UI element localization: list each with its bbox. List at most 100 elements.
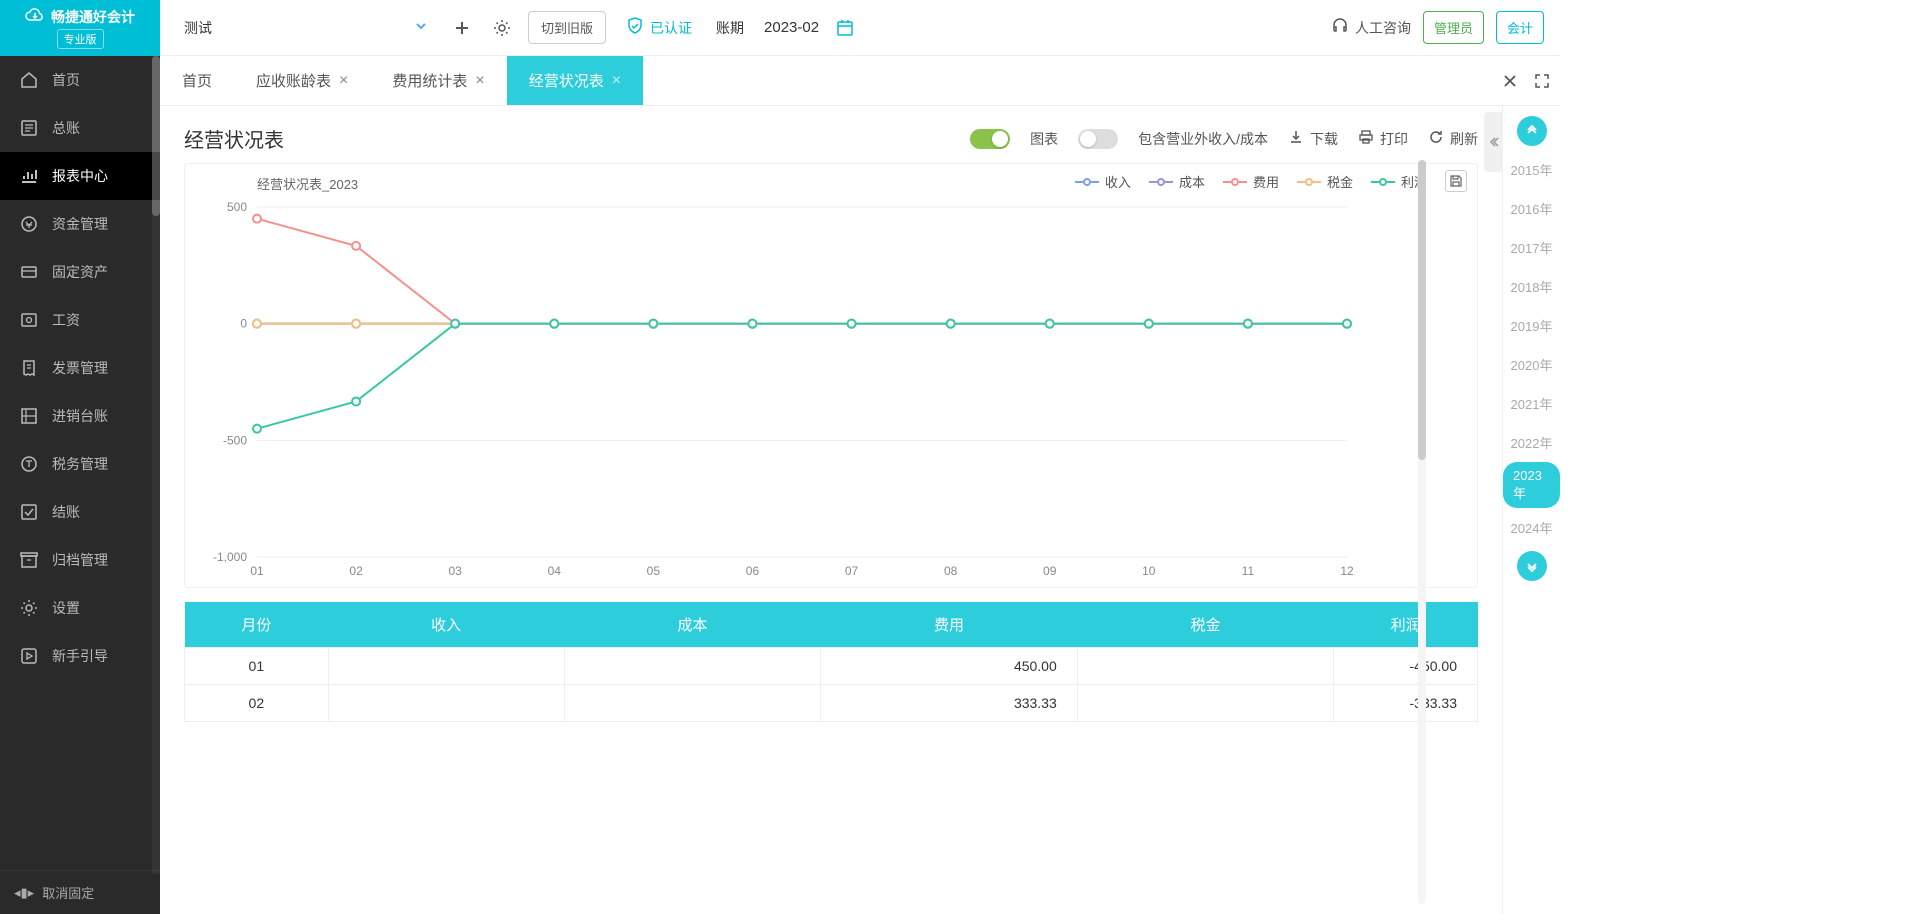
year-scroll-up[interactable] xyxy=(1517,116,1547,146)
content-scrollbar[interactable] xyxy=(1418,160,1426,904)
unpin-button[interactable]: ◂▮▸ 取消固定 xyxy=(0,870,160,914)
brand-edition: 专业版 xyxy=(57,29,104,49)
sidebar-item-guide[interactable]: 新手引导 xyxy=(0,632,160,680)
sidebar-item-label: 发票管理 xyxy=(52,358,108,378)
legend-item[interactable]: 费用 xyxy=(1223,172,1279,191)
svg-text:06: 06 xyxy=(746,564,760,578)
chart-icon xyxy=(20,167,38,185)
table-cell: -450.00 xyxy=(1334,648,1478,685)
sidebar-item-salary[interactable]: 工资 xyxy=(0,296,160,344)
year-item[interactable]: 2024年 xyxy=(1511,508,1553,547)
period-label: 账期 xyxy=(716,18,744,38)
chart-toggle[interactable] xyxy=(970,129,1010,149)
legend-item[interactable]: 税金 xyxy=(1297,172,1353,191)
print-icon xyxy=(1358,129,1374,148)
tab-label: 经营状况表 xyxy=(529,70,604,91)
sidebar-item-close[interactable]: 结账 xyxy=(0,488,160,536)
extra-toggle[interactable] xyxy=(1078,129,1118,149)
download-link[interactable]: 下载 xyxy=(1288,129,1338,149)
legend-label: 税金 xyxy=(1327,172,1353,191)
legend-marker-icon xyxy=(1075,178,1099,186)
role-accounting-button[interactable]: 会计 xyxy=(1496,11,1544,44)
sidebar-item-label: 设置 xyxy=(52,598,80,618)
year-item[interactable]: 2016年 xyxy=(1511,189,1553,228)
old-version-button[interactable]: 切到旧版 xyxy=(528,11,606,44)
svg-text:11: 11 xyxy=(1242,564,1255,578)
sidebar-item-ledger[interactable]: 总账 xyxy=(0,104,160,152)
legend-item[interactable]: 成本 xyxy=(1149,172,1205,191)
sidebar-item-money[interactable]: 资金管理 xyxy=(0,200,160,248)
guide-icon xyxy=(20,647,38,665)
refresh-label: 刷新 xyxy=(1450,129,1478,149)
extra-toggle-label: 包含营业外收入/成本 xyxy=(1138,129,1268,149)
year-item[interactable]: 2020年 xyxy=(1511,345,1553,384)
sidebar-scrollbar[interactable] xyxy=(152,56,160,874)
sidebar-item-archive[interactable]: 归档管理 xyxy=(0,536,160,584)
support-label: 人工咨询 xyxy=(1355,18,1411,38)
support-link[interactable]: 人工咨询 xyxy=(1331,17,1411,38)
sidebar-item-label: 首页 xyxy=(52,70,80,90)
year-item[interactable]: 2021年 xyxy=(1511,384,1553,423)
sidebar-item-invoice[interactable]: 发票管理 xyxy=(0,344,160,392)
year-selector: 2015年2016年2017年2018年2019年2020年2021年2022年… xyxy=(1502,106,1560,914)
tab-label: 应收账龄表 xyxy=(256,70,331,91)
archive-icon xyxy=(20,551,38,569)
asset-icon xyxy=(20,263,38,281)
tab-bar: 首页应收账龄表×费用统计表×经营状况表× xyxy=(160,56,1560,106)
legend-label: 收入 xyxy=(1105,172,1131,191)
print-link[interactable]: 打印 xyxy=(1358,129,1408,149)
year-item[interactable]: 2019年 xyxy=(1511,306,1553,345)
refresh-link[interactable]: 刷新 xyxy=(1428,129,1478,149)
company-select[interactable]: 测试 xyxy=(176,10,436,46)
year-scroll-down[interactable] xyxy=(1517,551,1547,581)
sidebar-item-home[interactable]: 首页 xyxy=(0,56,160,104)
chevron-down-icon xyxy=(414,19,428,36)
close-icon[interactable]: × xyxy=(339,72,348,90)
tab[interactable]: 首页 xyxy=(160,56,234,105)
logo: 畅捷通好会计 专业版 xyxy=(0,0,160,56)
verified-label: 已认证 xyxy=(650,18,692,38)
close-icon[interactable]: × xyxy=(475,72,484,90)
sidebar-item-inventory[interactable]: 进销台账 xyxy=(0,392,160,440)
add-button[interactable] xyxy=(448,14,476,42)
sidebar-item-gear[interactable]: 设置 xyxy=(0,584,160,632)
table-cell: 450.00 xyxy=(821,648,1078,685)
close-icon[interactable]: × xyxy=(612,72,621,90)
legend-marker-icon xyxy=(1297,178,1321,186)
close-tab-button[interactable] xyxy=(1496,67,1524,95)
year-item[interactable]: 2023年 xyxy=(1503,462,1560,508)
sidebar-item-asset[interactable]: 固定资产 xyxy=(0,248,160,296)
legend-item[interactable]: 收入 xyxy=(1075,172,1131,191)
ledger-icon xyxy=(20,119,38,137)
sidebar-nav: 首页总账报表中心资金管理固定资产工资发票管理进销台账税务管理结账归档管理设置新手… xyxy=(0,56,160,870)
expand-handle[interactable] xyxy=(1484,112,1502,172)
sidebar-item-chart[interactable]: 报表中心 xyxy=(0,152,160,200)
table-header-cell: 税金 xyxy=(1077,602,1334,648)
gear-icon xyxy=(20,599,38,617)
year-item[interactable]: 2022年 xyxy=(1511,423,1553,462)
year-item[interactable]: 2015年 xyxy=(1511,150,1553,189)
chart-save-button[interactable] xyxy=(1445,170,1467,192)
unpin-icon: ◂▮▸ xyxy=(14,885,34,901)
svg-text:04: 04 xyxy=(548,564,562,578)
sidebar-item-tax[interactable]: 税务管理 xyxy=(0,440,160,488)
svg-text:12: 12 xyxy=(1340,564,1354,578)
role-admin-button[interactable]: 管理员 xyxy=(1423,11,1484,44)
tab-label: 首页 xyxy=(182,70,212,91)
tab[interactable]: 经营状况表 × xyxy=(507,56,643,105)
calendar-button[interactable] xyxy=(831,14,859,42)
svg-text:0: 0 xyxy=(240,317,247,331)
company-name: 测试 xyxy=(184,18,212,38)
settings-button[interactable] xyxy=(488,14,516,42)
download-icon xyxy=(1288,129,1304,148)
table-cell xyxy=(1077,685,1334,722)
year-item[interactable]: 2017年 xyxy=(1511,228,1553,267)
topbar: 测试 切到旧版 已认证 账期 2023-02 xyxy=(160,0,1560,56)
tab[interactable]: 应收账龄表 × xyxy=(234,56,370,105)
year-item[interactable]: 2018年 xyxy=(1511,267,1553,306)
svg-text:07: 07 xyxy=(845,564,859,578)
tab[interactable]: 费用统计表× xyxy=(370,56,506,105)
fullscreen-button[interactable] xyxy=(1528,67,1556,95)
period-value: 2023-02 xyxy=(764,19,819,36)
chart-toggle-label: 图表 xyxy=(1030,129,1058,149)
